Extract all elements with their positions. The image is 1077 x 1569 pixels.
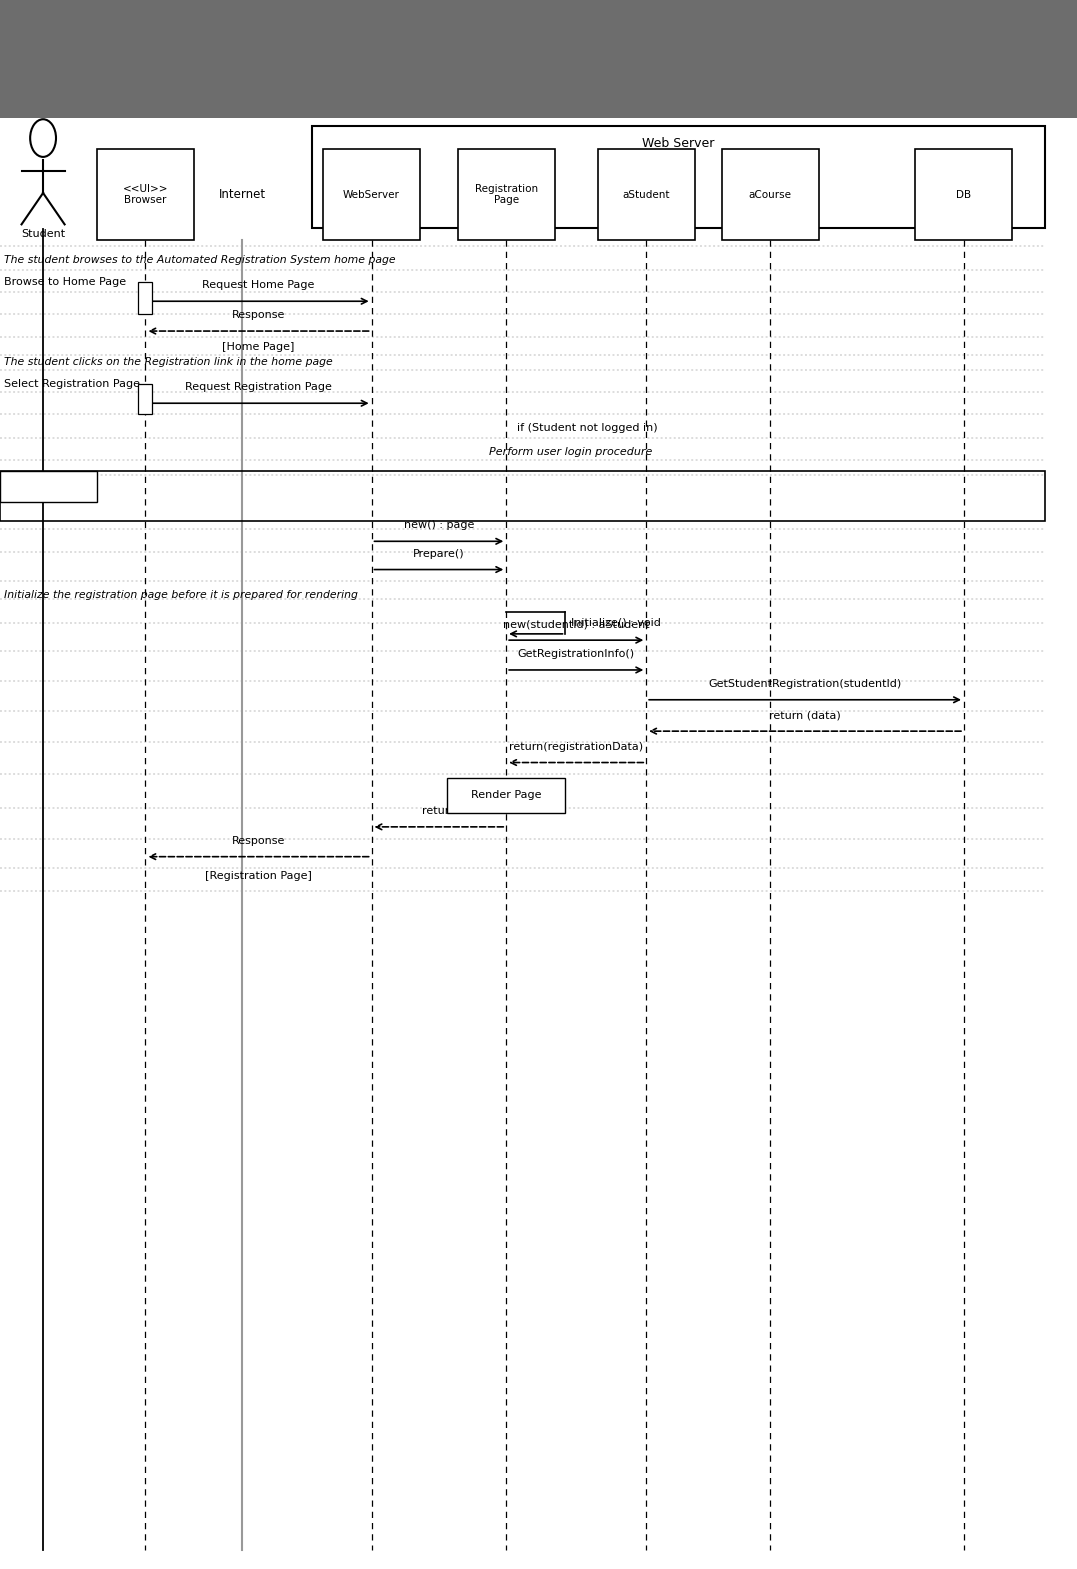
- Text: Response: Response: [232, 311, 285, 320]
- Text: <<UI>>
Browser: <<UI>> Browser: [123, 184, 168, 206]
- Text: [Home Page]: [Home Page]: [222, 342, 295, 351]
- Text: Registration
Page: Registration Page: [475, 184, 537, 206]
- Text: Select Registration Page: Select Registration Page: [4, 380, 140, 389]
- Text: new() : page: new() : page: [404, 521, 474, 530]
- Text: WebServer: WebServer: [344, 190, 400, 199]
- Bar: [447, 778, 565, 813]
- Text: new(studentId) : aStudent: new(studentId) : aStudent: [503, 620, 649, 629]
- Bar: [915, 149, 1012, 240]
- Bar: [138, 384, 153, 414]
- Text: Internet: Internet: [219, 188, 266, 201]
- Text: aCourse: aCourse: [749, 190, 792, 199]
- Text: Student: Student: [22, 229, 65, 238]
- Text: Request Registration Page: Request Registration Page: [185, 383, 332, 392]
- Text: Register for Class: Register for Class: [434, 28, 643, 47]
- Bar: [458, 149, 555, 240]
- Text: Request Home Page: Request Home Page: [202, 281, 314, 290]
- Text: return(registrationData): return(registrationData): [509, 742, 643, 752]
- Text: Perform user login procedure: Perform user login procedure: [489, 447, 653, 457]
- Bar: [323, 149, 420, 240]
- Text: return: return: [422, 806, 456, 816]
- Text: return (data): return (data): [769, 711, 841, 720]
- Text: GetStudentRegistration(studentId): GetStudentRegistration(studentId): [709, 679, 901, 689]
- Text: TAP HERE: TAP HERE: [414, 53, 480, 66]
- Text: aStudent: aStudent: [623, 190, 670, 199]
- Text: Render Page: Render Page: [471, 791, 542, 800]
- Text: The student clicks on the Registration link in the home page: The student clicks on the Registration l…: [4, 358, 333, 367]
- Text: User Login: User Login: [19, 482, 78, 491]
- Text: Browse to Home Page: Browse to Home Page: [4, 278, 126, 287]
- Bar: [598, 149, 695, 240]
- Text: a student registers for a class through the web      . course full and course op: a student registers for a class through …: [4, 60, 473, 69]
- Bar: [722, 149, 819, 240]
- Text: The student browses to the Automated Registration System home page: The student browses to the Automated Reg…: [4, 256, 396, 265]
- Text: DB: DB: [956, 190, 971, 199]
- Bar: [138, 282, 153, 314]
- Text: Web Server: Web Server: [642, 137, 715, 149]
- Text: GetRegistrationInfo(): GetRegistrationInfo(): [518, 650, 634, 659]
- Text: For Details: For Details: [403, 67, 513, 102]
- Text: Initialize() : void: Initialize() : void: [571, 618, 660, 628]
- Bar: [0, 471, 97, 502]
- Bar: [0, 0, 1077, 118]
- Text: Response: Response: [232, 836, 285, 846]
- Text: [Registration Page]: [Registration Page]: [205, 871, 312, 880]
- Bar: [97, 149, 194, 240]
- Text: Prepare(): Prepare(): [414, 549, 464, 559]
- Text: shown.: shown.: [4, 78, 40, 88]
- Text: Initialize the registration page before it is prepared for rendering: Initialize the registration page before …: [4, 590, 359, 599]
- Bar: [312, 126, 1045, 228]
- Text: if (Student not logged in): if (Student not logged in): [517, 424, 658, 433]
- Bar: [0, 471, 1045, 521]
